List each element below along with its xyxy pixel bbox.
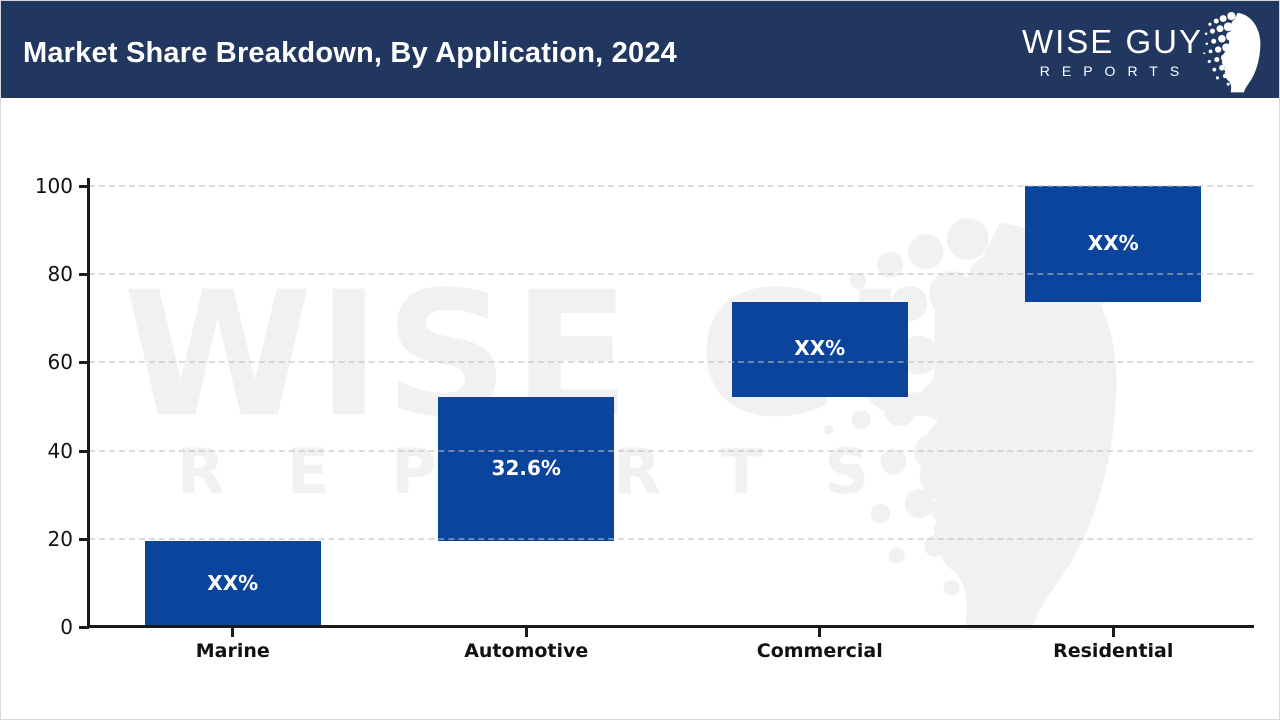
gridline-100 [89, 185, 1253, 187]
y-tick-mark [79, 626, 89, 629]
x-tick-mark [231, 628, 235, 637]
logo-wordmark: WISE GUY [1021, 23, 1203, 60]
y-tick-mark [79, 273, 89, 277]
bar-value-label: 32.6% [491, 456, 561, 481]
x-tick-mark [524, 628, 528, 637]
y-tick-label: 20 [47, 526, 73, 551]
y-tick-label: 0 [60, 615, 73, 639]
y-tick-label: 100 [34, 174, 73, 198]
x-axis-line [87, 625, 1254, 628]
y-tick-label: 40 [47, 438, 73, 463]
bar-residential [1025, 186, 1202, 302]
y-tick-label: 60 [47, 350, 73, 375]
bar-marine [144, 541, 321, 627]
x-category-label: Residential [1053, 640, 1174, 662]
x-tick-mark [1111, 628, 1115, 637]
page-title: Market Share Breakdown, By Application, … [23, 37, 677, 69]
gridline-60 [89, 361, 1253, 364]
bar-commercial [731, 301, 908, 398]
y-tick-label: 80 [47, 262, 73, 287]
header-bar: Market Share Breakdown, By Application, … [1, 1, 1279, 98]
bar-value-label: XX% [207, 571, 259, 595]
logo-subtitle: REPORTS [1039, 63, 1192, 79]
y-tick-mark [79, 361, 89, 365]
dotted-head-icon [1203, 11, 1261, 93]
bar-value-label: XX% [1087, 230, 1139, 255]
y-tick-mark [79, 185, 89, 188]
x-category-label: Marine [195, 640, 270, 662]
gridline-80 [89, 273, 1253, 276]
x-category-label: Automotive [464, 640, 589, 662]
gridline-40 [89, 449, 1253, 452]
y-axis-line [87, 178, 90, 627]
y-tick-mark [79, 537, 89, 541]
bar-automotive [438, 397, 615, 541]
gridline-20 [89, 537, 1253, 540]
y-tick-mark [79, 449, 89, 453]
x-tick-mark [818, 628, 822, 637]
logo-text: WISE GUY REPORTS [1022, 25, 1203, 80]
x-category-label: Commercial [756, 640, 883, 662]
wise-guy-reports-logo: WISE GUY REPORTS [1011, 7, 1271, 93]
bar-value-label: XX% [794, 336, 846, 361]
